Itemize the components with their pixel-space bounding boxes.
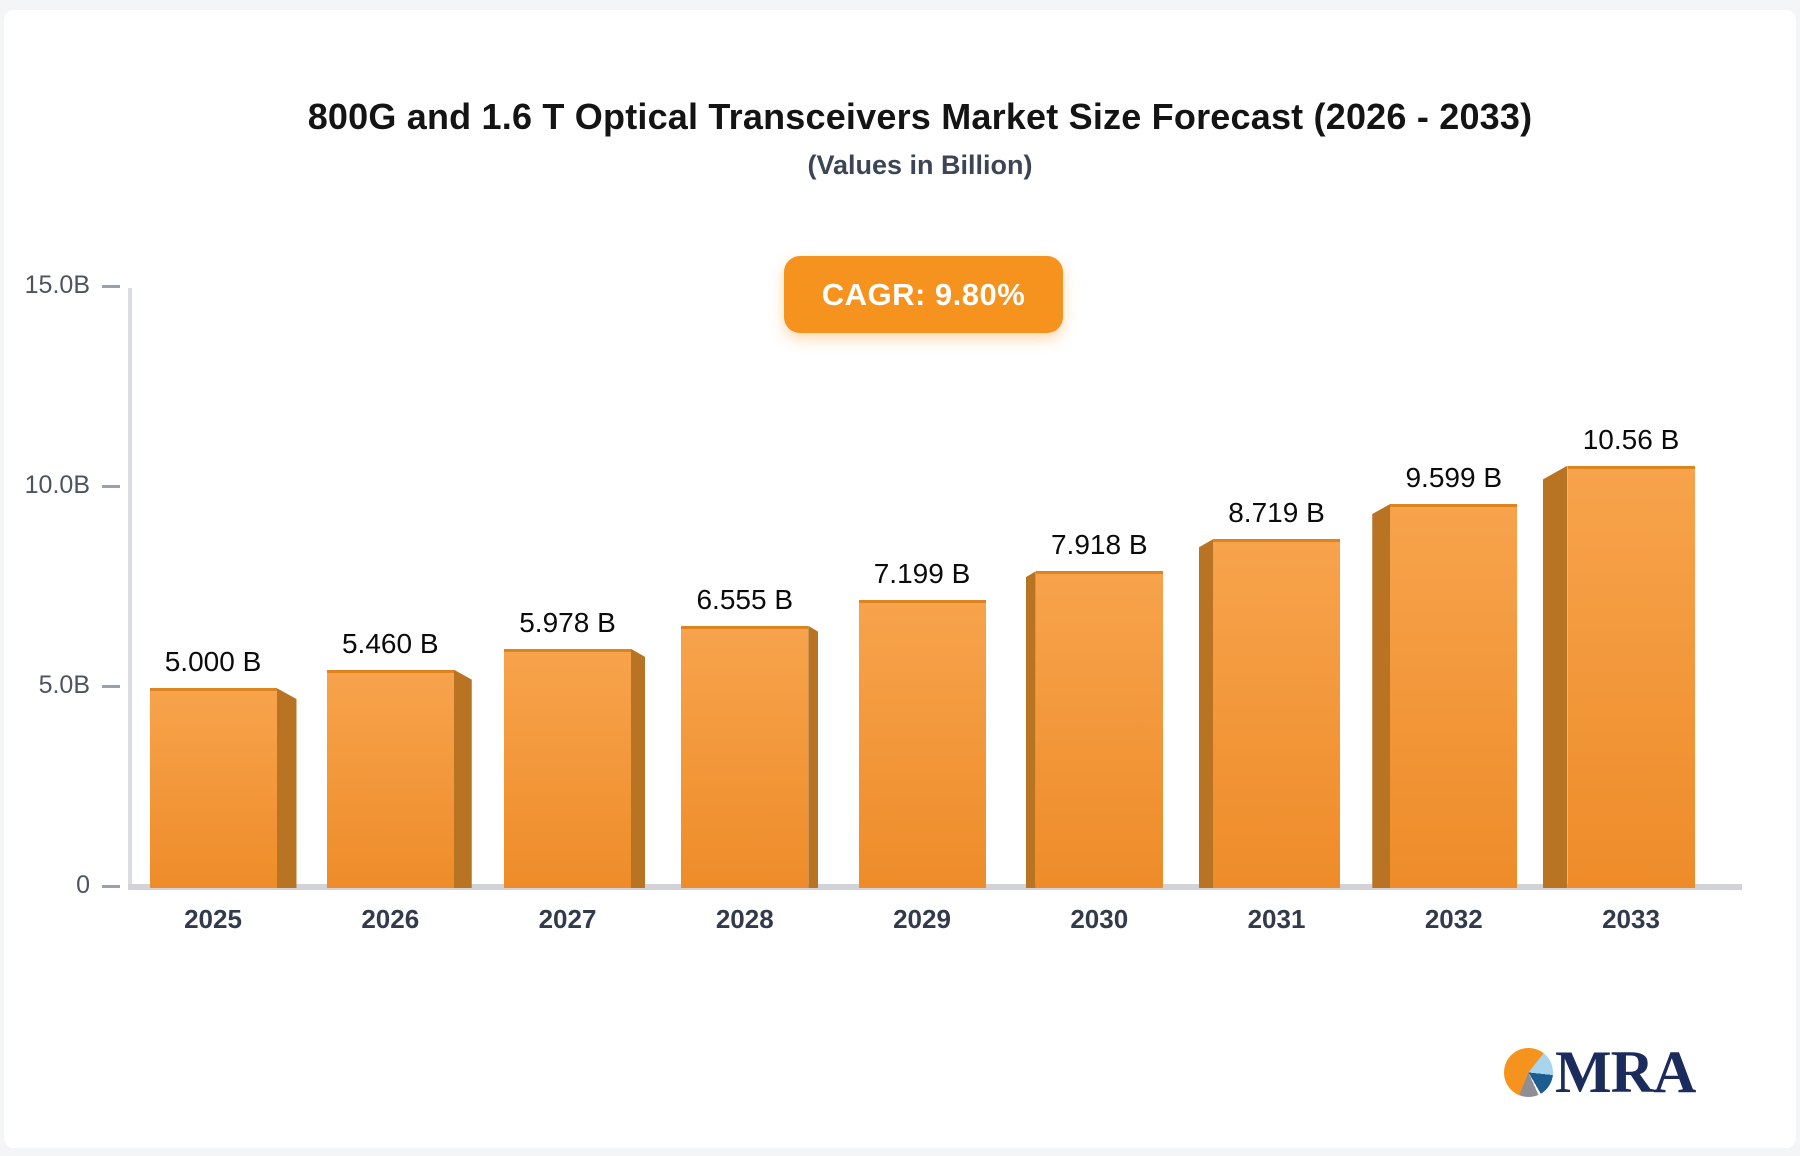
bar-value-label-2026: 5.460 B [341, 627, 439, 659]
bar-side-2028 [808, 625, 819, 888]
bar-side-2027 [631, 648, 645, 888]
bar-value-label-2031: 8.719 B [1228, 497, 1325, 529]
bar-side-2030 [1025, 571, 1036, 888]
x-axis-label-2031: 2031 [1247, 904, 1306, 934]
bar-value-label-2028: 6.555 B [696, 583, 794, 615]
bar-value-label-2027: 5.978 B [519, 606, 616, 638]
bar-2026 [326, 669, 454, 888]
y-tick-dash [102, 285, 120, 288]
y-tick-label: 5.0B [38, 671, 90, 699]
bar-2029 [858, 600, 986, 888]
cagr-badge-label: CAGR: 9.80% [821, 276, 1026, 312]
x-axis-label-2026: 2026 [361, 904, 420, 934]
pie-chart-logo-icon [1504, 1047, 1553, 1097]
bar-side-2031 [1199, 539, 1213, 888]
bar-2031 [1213, 539, 1340, 888]
bar-value-label-2032: 9.599 B [1405, 462, 1503, 494]
bar-2033 [1567, 465, 1695, 888]
x-axis-label-2025: 2025 [184, 904, 242, 934]
x-axis-label-2032: 2032 [1424, 904, 1483, 934]
cagr-badge: CAGR: 9.80% [784, 256, 1063, 333]
bar-2027 [504, 648, 631, 888]
bar-2025 [149, 688, 277, 888]
y-tick-dash [102, 685, 120, 688]
chart-subtitle: (Values in Billion) [807, 150, 1033, 180]
x-axis-label-2030: 2030 [1070, 904, 1129, 934]
bar-side-2025 [276, 688, 297, 888]
y-tick-label: 15.0B [24, 271, 90, 299]
x-axis-label-2028: 2028 [715, 904, 774, 934]
bar-value-label-2025: 5.000 B [164, 646, 262, 677]
bar-value-label-2030: 7.918 B [1050, 529, 1148, 561]
bar-2028 [681, 625, 809, 888]
y-tick-label: 10.0B [24, 471, 90, 499]
chart-title: 800G and 1.6 T Optical Transceivers Mark… [307, 96, 1533, 137]
y-tick-label: 0 [76, 871, 90, 899]
bar-side-2026 [453, 669, 472, 888]
y-tick-dash [102, 485, 120, 488]
y-axis-line [128, 288, 132, 888]
x-axis-label-2033: 2033 [1602, 904, 1660, 934]
bar-2032 [1390, 504, 1518, 888]
logo-text: MRA [1555, 1039, 1696, 1105]
mra-logo: MRA [1504, 1030, 1696, 1114]
bar-value-label-2033: 10.56 B [1582, 423, 1680, 455]
bar-2030 [1035, 571, 1163, 888]
bar-side-2033 [1542, 465, 1568, 888]
bar-side-2032 [1372, 504, 1391, 888]
x-axis-label-2027: 2027 [538, 904, 597, 934]
x-axis-label-2029: 2029 [893, 904, 951, 934]
y-tick-dash [102, 885, 120, 888]
bar-value-label-2029: 7.199 B [873, 558, 971, 590]
